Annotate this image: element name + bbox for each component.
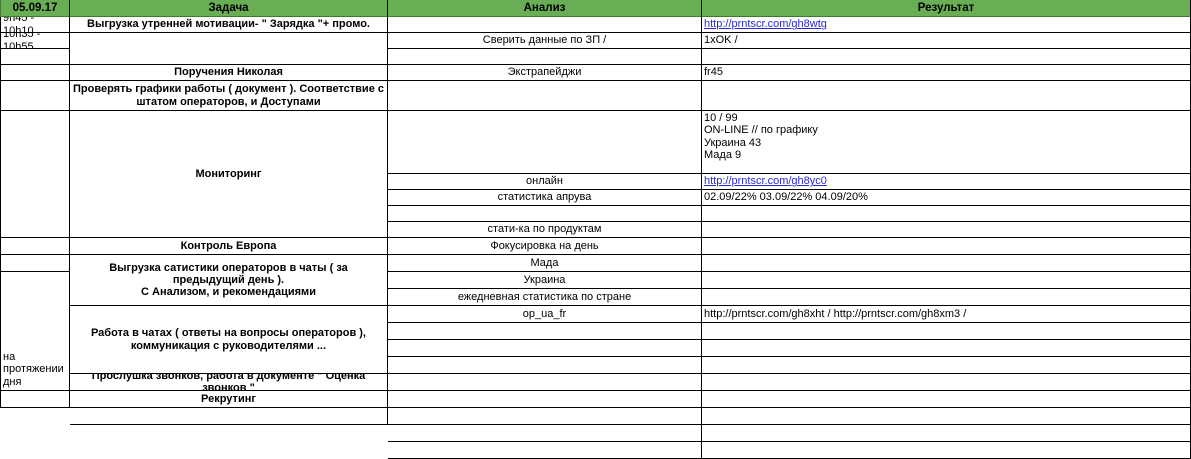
time-cell-4[interactable] [0,65,70,81]
result-cell-13[interactable] [702,391,1191,408]
analysis-cell-focus-day[interactable]: Фокусировка на день [388,238,702,255]
result-cell-7[interactable] [702,272,1191,289]
analysis-cell-1[interactable] [388,17,702,33]
time-cell-1[interactable]: 9h45 - 10h10 [0,17,70,33]
time-cell-2[interactable]: 10h35 - 10h55 [0,33,70,49]
analysis-cell-5[interactable] [388,206,702,222]
analysis-cell-online[interactable]: онлайн [388,174,702,190]
time-cell-bottom[interactable] [0,391,70,408]
analysis-cell-salary-check[interactable]: Сверить данные по ЗП / [388,33,702,49]
task-cell-blank-a[interactable] [70,33,388,65]
task-cell-operators-stats-chats[interactable]: Выгрузка сатистики операторов в чаты ( з… [70,255,388,306]
task-cell-nikolay-orders[interactable]: Поручения Николая [70,65,388,81]
analysis-cell-12[interactable] [388,425,702,442]
task-cell-monitoring[interactable]: Мониторинг [70,111,388,238]
result-cell-2[interactable] [702,81,1191,111]
column-time: 05.09.17 9h45 - 10h10 10h35 - 10h55 на п… [0,0,70,408]
prntscr-link-approve[interactable]: http://prntscr.com/gh8yc0 [704,175,827,188]
time-cell-blank-a[interactable] [0,238,70,255]
analysis-cell-4[interactable] [388,111,702,174]
analysis-cell-2[interactable] [388,49,702,65]
header-cell-analysis[interactable]: Анализ [388,0,702,17]
time-cell-all-day[interactable]: на протяжении дня [0,272,70,391]
analysis-cell-13[interactable] [388,442,702,459]
prntscr-link-morning[interactable]: http://prntscr.com/gh8wtg [704,18,827,31]
result-cell-4[interactable] [702,222,1191,238]
analysis-cell-6[interactable] [388,323,702,340]
analysis-cell-mada[interactable]: Мада [388,255,702,272]
result-cell-chats-links[interactable]: http://prntscr.com/gh8xht / http://prnts… [702,306,1191,323]
result-cell-link-morning[interactable]: http://prntscr.com/gh8wtg [702,17,1191,33]
result-cell-8[interactable] [702,289,1191,306]
analysis-cell-product-stats[interactable]: стати-ка по продуктам [388,222,702,238]
result-cell-3[interactable] [702,206,1191,222]
header-cell-result[interactable]: Результат [702,0,1191,17]
analysis-cell-daily-country-stats[interactable]: ежедневная статистика по стране [388,289,702,306]
column-result: Результат http://prntscr.com/gh8wtg 1xOK… [702,0,1191,459]
result-cell-11[interactable] [702,357,1191,374]
header-cell-date[interactable]: 05.09.17 [0,0,70,17]
result-cell-approve-percents[interactable]: 02.09/22% 03.09/22% 04.09/20% [702,190,1191,206]
result-cell-online-block[interactable]: 10 / 99 ON-LINE // по графику Украина 43… [702,111,1191,174]
time-cell-blank-long[interactable] [0,111,70,238]
result-cell-12[interactable] [702,374,1191,391]
analysis-cell-7[interactable] [388,340,702,357]
task-cell-recruiting[interactable]: Рекрутинг [70,391,388,408]
column-task: Задача Выгрузка утренней мотивации- " За… [70,0,388,425]
task-cell-morning-motivation[interactable]: Выгрузка утренней мотивации- " Зарядка "… [70,17,388,33]
task-cell-calls-listening[interactable]: Прослушка звонков, работа в документе " … [70,374,388,391]
analysis-cell-extrapages[interactable]: Экстрапейджи [388,65,702,81]
analysis-cell-3[interactable] [388,81,702,111]
analysis-cell-8[interactable] [388,357,702,374]
result-cell-salary[interactable]: 1xOK / [702,33,1191,49]
task-cell-work-in-chats[interactable]: Работа в чатах ( ответы на вопросы опера… [70,306,388,374]
analysis-cell-10[interactable] [388,391,702,408]
analysis-cell-9[interactable] [388,374,702,391]
result-cell-5[interactable] [702,238,1191,255]
prntscr-links-chats[interactable]: http://prntscr.com/gh8xht / http://prnts… [704,307,967,320]
analysis-cell-ukraine[interactable]: Украина [388,272,702,289]
result-cell-9[interactable] [702,323,1191,340]
result-cell-16[interactable] [702,442,1191,459]
result-cell-10[interactable] [702,340,1191,357]
analysis-cell-op-ua-fr[interactable]: op_ua_fr [388,306,702,323]
time-cell-5[interactable] [0,81,70,111]
analysis-cell-approve-stats[interactable]: статистика апрува [388,190,702,206]
header-cell-task[interactable]: Задача [70,0,388,17]
column-analysis: Анализ Сверить данные по ЗП / Экстрапейд… [388,0,702,459]
time-cell-3[interactable] [0,49,70,65]
result-cell-6[interactable] [702,255,1191,272]
result-cell-extrapages[interactable]: fr45 [702,65,1191,81]
time-cell-blank-b[interactable] [0,255,70,272]
task-cell-control-europe[interactable]: Контроль Европа [70,238,388,255]
result-cell-link-approve[interactable]: http://prntscr.com/gh8yc0 [702,174,1191,190]
result-cell-15[interactable] [702,425,1191,442]
task-cell-check-schedules[interactable]: Проверять графики работы ( документ ). С… [70,81,388,111]
result-cell-1[interactable] [702,49,1191,65]
